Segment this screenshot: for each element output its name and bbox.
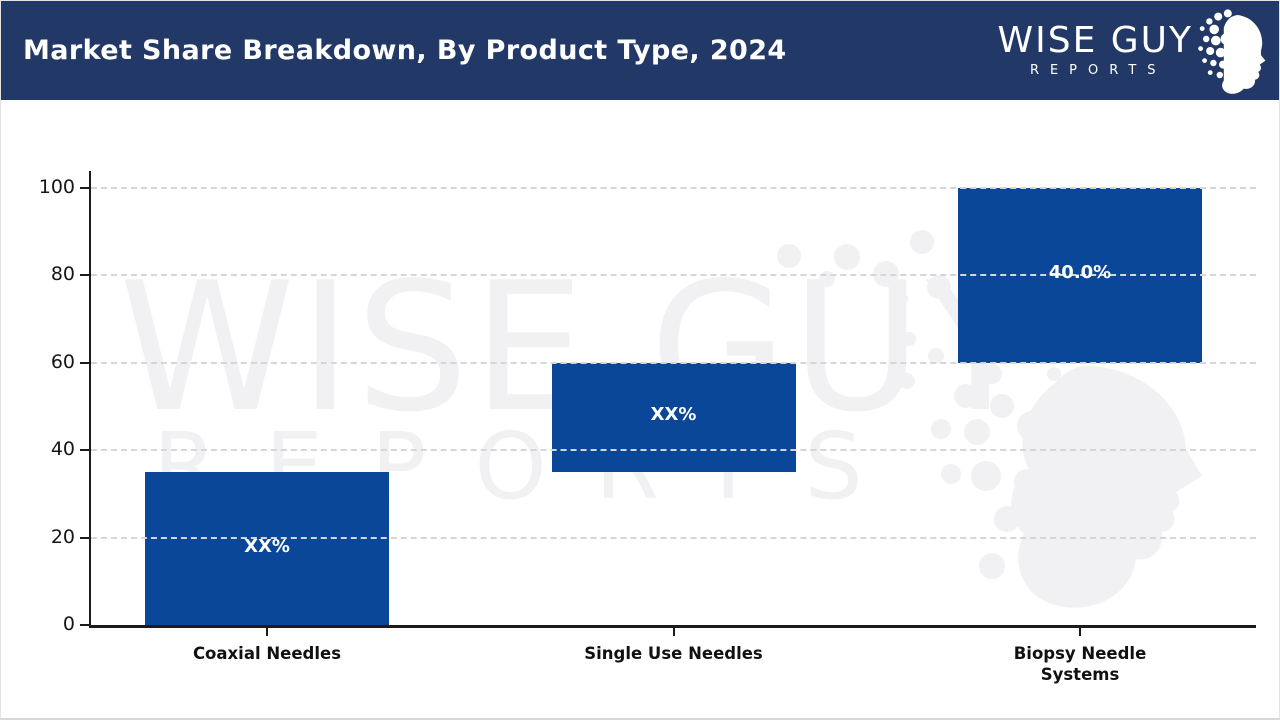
y-axis-tick-label: 0 [62,613,75,635]
x-axis-category-label: Biopsy Needle Systems [1013,644,1147,685]
gridline [91,274,1256,277]
gridline [91,536,1256,539]
y-axis-tick [80,361,89,364]
gridline [91,187,1256,189]
y-axis-tick-label: 60 [50,350,75,373]
bar-single-use-needles [551,362,796,473]
x-axis-tick [672,628,675,636]
bar-value-label: 40.0% [1048,262,1112,284]
y-axis-tick-label: 40 [50,438,75,461]
header-bar: Market Share Breakdown, By Product Type,… [1,1,1279,100]
x-axis-tick [1079,628,1081,636]
y-axis-tick [80,624,89,626]
logo-wise-guy-text: WISE GUY [997,20,1193,61]
gridline [91,449,1256,452]
y-axis-tick [80,449,89,452]
y-axis-tick-label: 20 [50,525,75,548]
y-axis-tick [80,274,89,277]
chart-plot-area: 0 20 40 60 80 100 XX% Coaxial Needles XX% Single … [39,171,1256,684]
x-axis-category-label: Single Use Needles [584,644,763,663]
y-axis-tick-label: 100 [38,176,75,198]
wise-guy-head-icon [1198,9,1266,94]
gridline [91,361,1256,364]
bar-value-label: XX% [650,404,697,426]
x-axis-category-label: Coaxial Needles [192,644,342,663]
page-title: Market Share Breakdown, By Product Type,… [23,35,787,66]
logo-text: WISE GUY REPORTS [997,20,1194,79]
y-axis-tick [80,536,89,539]
bar-value-label: XX% [244,535,290,557]
y-axis-tick-label: 80 [50,263,75,286]
bar-coaxial-needles [145,472,389,625]
y-axis-tick [80,187,89,189]
wise-guy-logo: WISE GUY REPORTS [998,1,1275,100]
x-axis-tick [266,628,268,636]
logo-reports-text: REPORTS [1029,63,1167,78]
chart-region: WISE GUY REPORTS 0 20 40 60 80 100 XX% Coaxial … [1,100,1279,718]
